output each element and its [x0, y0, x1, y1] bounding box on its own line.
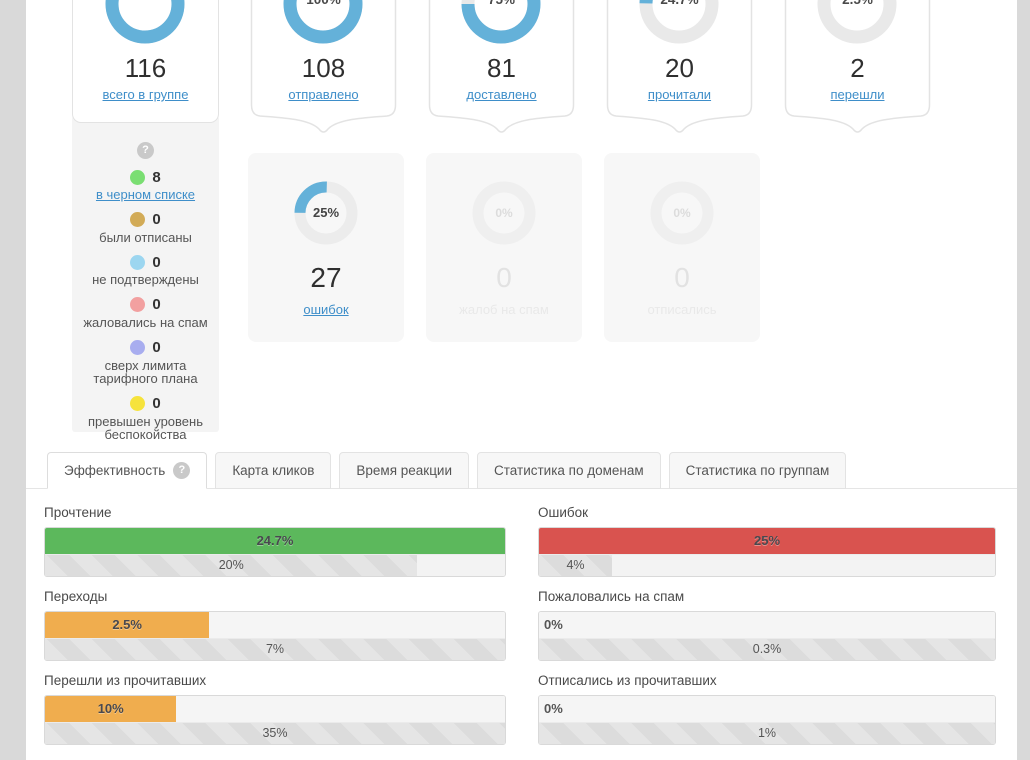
stat-link-delivered[interactable]: доставлено [466, 87, 537, 102]
stat-card-clicked: 2.5% 2 перешли [784, 0, 931, 137]
stat-card-spam-complaints: 0% 0 жалоб на спам [426, 153, 582, 342]
donut-percent-label: 100% [250, 0, 397, 9]
legend-item-anxiety-level: 0 превышен уровень беспокойства [88, 395, 203, 443]
stat-value: 108 [301, 53, 346, 83]
donut-percent-label: 0% [495, 206, 513, 220]
stat-card-sent: 100% 108 отправлено [250, 0, 397, 137]
group-legend-panel: ? 8 в черном списке 0 были отписаны 0 не… [72, 116, 219, 442]
metric-bar: 25% 4% [538, 527, 996, 577]
stat-value: 2 [850, 53, 865, 83]
stat-link-total[interactable]: всего в группе [102, 87, 189, 102]
donut-percent-label: 0% [673, 206, 691, 220]
stat-label-unsubscribed: отписались [647, 302, 717, 317]
stat-card-errors: 25% 27 ошибок [248, 153, 404, 342]
metrics-column-right: Ошибок 25% 4% Пожаловались на спам 0% 0.… [538, 505, 996, 757]
badge-outline [784, 0, 931, 133]
metric-bar: 0% 1% [538, 695, 996, 745]
tab-click-map[interactable]: Карта кликов [215, 452, 332, 489]
stat-value: 20 [665, 53, 694, 83]
metric-error-rate: Ошибок 25% 4% [538, 505, 996, 577]
metric-click-to-open: Перешли из прочитавших 10% 35% [44, 673, 506, 745]
content-area: 116 всего в группе 100% 108 отправлено 7… [26, 0, 1017, 760]
badge-outline [250, 0, 397, 133]
donut-percent-label [72, 0, 219, 9]
bar-value-label: 10% [97, 701, 124, 716]
donut-percent-label: 25% [312, 205, 340, 220]
legend-item-unconfirmed: 0 не подтверждены [92, 253, 199, 288]
bar-value-label: 0% [544, 701, 563, 716]
donut-clicked [815, 0, 899, 46]
stat-label-spam: жалоб на спам [459, 302, 549, 317]
donut-percent-label: 75% [428, 0, 575, 9]
metric-bar: 10% 35% [44, 695, 506, 745]
stat-card-read: 24.7% 20 прочитали [606, 0, 753, 137]
stat-link-clicked[interactable]: перешли [830, 87, 885, 102]
donut-total [103, 0, 187, 46]
metric-unsub-to-open: Отписались из прочитавших 0% 1% [538, 673, 996, 745]
legend-dot [130, 340, 146, 356]
stat-card-unsubscribed: 0% 0 отписались [604, 153, 760, 342]
donut-sent [281, 0, 365, 46]
help-icon[interactable]: ? [173, 462, 191, 479]
legend-dot [130, 254, 146, 270]
tab-domain-stats[interactable]: Статистика по доменам [477, 452, 661, 489]
tab-bar: Эффективность ? Карта кликов Время реакц… [47, 452, 847, 489]
stat-value: 27 [310, 262, 342, 293]
tab-group-stats[interactable]: Статистика по группам [668, 452, 847, 489]
legend-item-unsubscribed: 0 были отписаны [99, 211, 192, 245]
legend-dot [130, 297, 146, 313]
stat-card-total: 116 всего в группе [72, 0, 219, 137]
metric-read-rate: Прочтение 24.7% 20% [44, 505, 506, 577]
tab-reaction-time[interactable]: Время реакции [339, 452, 470, 489]
stat-link-sent[interactable]: отправлено [288, 87, 359, 102]
stat-value: 116 [124, 53, 167, 83]
metric-spam-rate: Пожаловались на спам 0% 0.3% [538, 589, 996, 661]
donut-spam [471, 180, 537, 246]
bar-average-label: 7% [265, 642, 285, 656]
legend-item-blacklist: 8 в черном списке [72, 168, 219, 202]
metrics-column-left: Прочтение 24.7% 20% Переходы 2.5% 7% Пер… [44, 505, 506, 757]
donut-read [637, 0, 721, 46]
legend-item-spam-complaints: 0 жаловались на спам [83, 296, 208, 330]
legend-dot [130, 396, 146, 412]
metric-bar: 2.5% 7% [44, 611, 506, 661]
metric-bar: 0% 0.3% [538, 611, 996, 661]
donut-percent-label: 2.5% [784, 0, 931, 9]
metric-bar: 24.7% 20% [44, 527, 506, 577]
bar-average-label: 1% [757, 726, 777, 740]
help-icon[interactable]: ? [137, 142, 154, 159]
bar-average-label: 4% [566, 558, 585, 572]
stat-card-delivered: 75% 81 доставлено [428, 0, 575, 137]
metric-click-rate: Переходы 2.5% 7% [44, 589, 506, 661]
badge-outline [606, 0, 753, 133]
tab-effectiveness[interactable]: Эффективность ? [47, 452, 208, 489]
badge-outline [428, 0, 575, 133]
bar-value-label: 2.5% [112, 617, 142, 632]
legend-dot [130, 169, 146, 185]
stat-link-read[interactable]: прочитали [647, 87, 712, 102]
bar-average-label: 0.3% [752, 642, 782, 656]
legend-dot [130, 212, 146, 228]
stat-value: 81 [487, 53, 516, 83]
donut-unsubscribed [649, 180, 715, 246]
legend-link-blacklist[interactable]: в черном списке [95, 187, 196, 202]
donut-percent-label: 24.7% [606, 0, 753, 9]
card-background [72, 0, 219, 123]
donut-delivered [459, 0, 543, 46]
stat-link-errors[interactable]: ошибок [303, 302, 349, 317]
bar-average-label: 20% [218, 558, 244, 572]
stat-value: 0 [496, 262, 512, 293]
legend-item-over-limit: 0 сверх лимита тарифного плана [93, 339, 198, 387]
donut-errors [293, 180, 359, 246]
bar-value-label: 25% [753, 533, 781, 548]
bar-value-label: 0% [544, 617, 563, 632]
bar-value-label: 24.7% [256, 533, 294, 548]
bar-average-label: 35% [262, 726, 288, 740]
stat-value: 0 [674, 262, 690, 293]
